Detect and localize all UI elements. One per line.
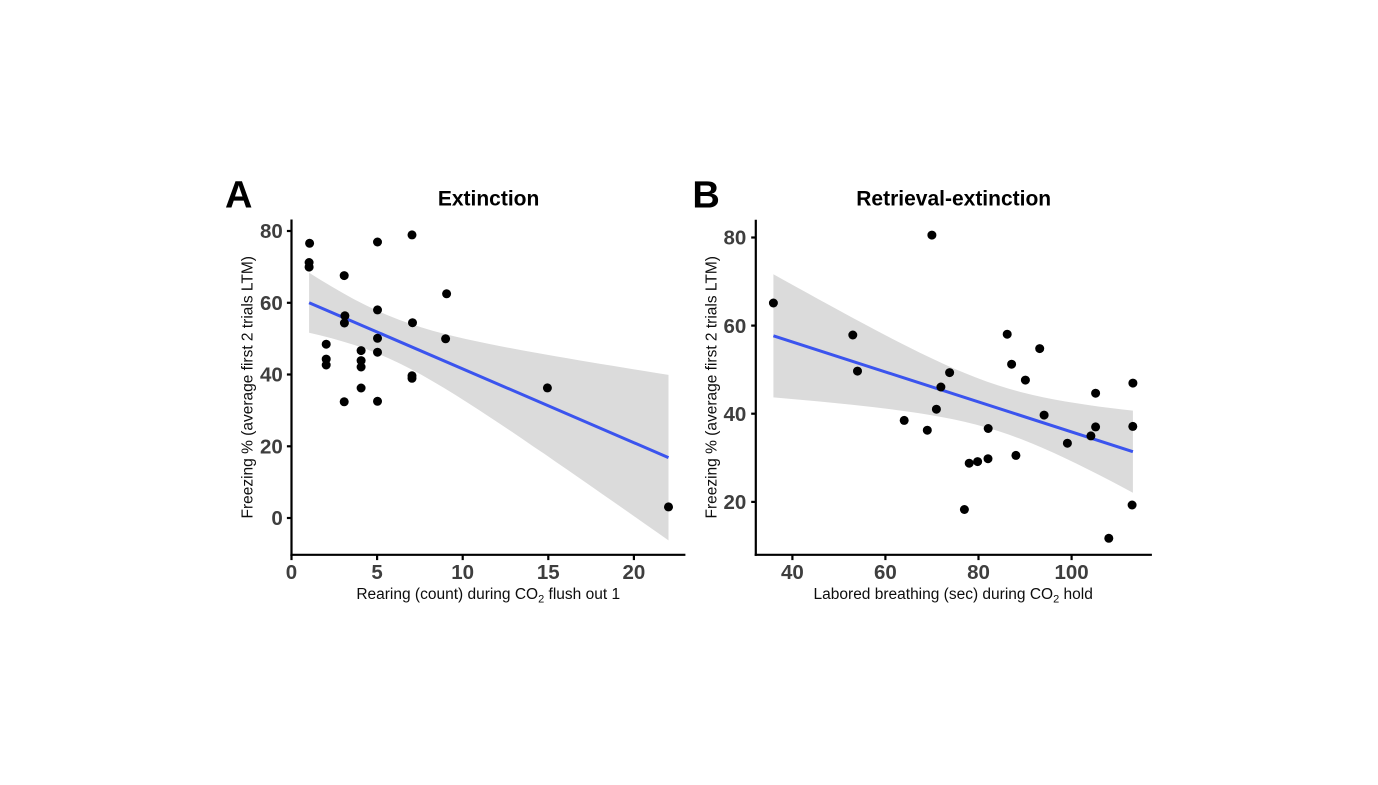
svg-text:Freezing % (average first 2 tr: Freezing % (average first 2 trials LTM): [703, 256, 720, 518]
svg-text:60: 60: [874, 561, 897, 584]
svg-text:Extinction: Extinction: [438, 188, 540, 211]
svg-text:Retrieval-extinction: Retrieval-extinction: [856, 188, 1051, 211]
svg-text:Freezing % (average first 2 tr: Freezing % (average first 2 trials LTM): [239, 256, 256, 518]
svg-text:20: 20: [260, 436, 283, 459]
svg-text:60: 60: [260, 292, 283, 315]
svg-text:Labored breathing (sec) during: Labored breathing (sec) during CO2 hold: [814, 586, 1093, 606]
svg-text:20: 20: [622, 561, 645, 584]
svg-text:20: 20: [723, 491, 746, 514]
svg-text:5: 5: [371, 561, 382, 584]
svg-text:40: 40: [260, 364, 283, 387]
svg-text:Rearing (count) during CO2 flu: Rearing (count) during CO2 flush out 1: [356, 586, 620, 606]
svg-text:A: A: [225, 175, 252, 217]
svg-text:B: B: [692, 174, 719, 216]
svg-text:10: 10: [451, 561, 474, 584]
svg-text:0: 0: [271, 507, 282, 530]
svg-text:60: 60: [723, 315, 746, 338]
svg-text:0: 0: [286, 561, 297, 584]
svg-text:40: 40: [723, 403, 746, 426]
svg-text:100: 100: [1054, 561, 1088, 584]
svg-text:40: 40: [781, 561, 804, 584]
svg-text:80: 80: [723, 227, 746, 250]
svg-text:15: 15: [537, 561, 560, 584]
svg-text:80: 80: [260, 220, 283, 243]
svg-text:80: 80: [967, 561, 990, 584]
